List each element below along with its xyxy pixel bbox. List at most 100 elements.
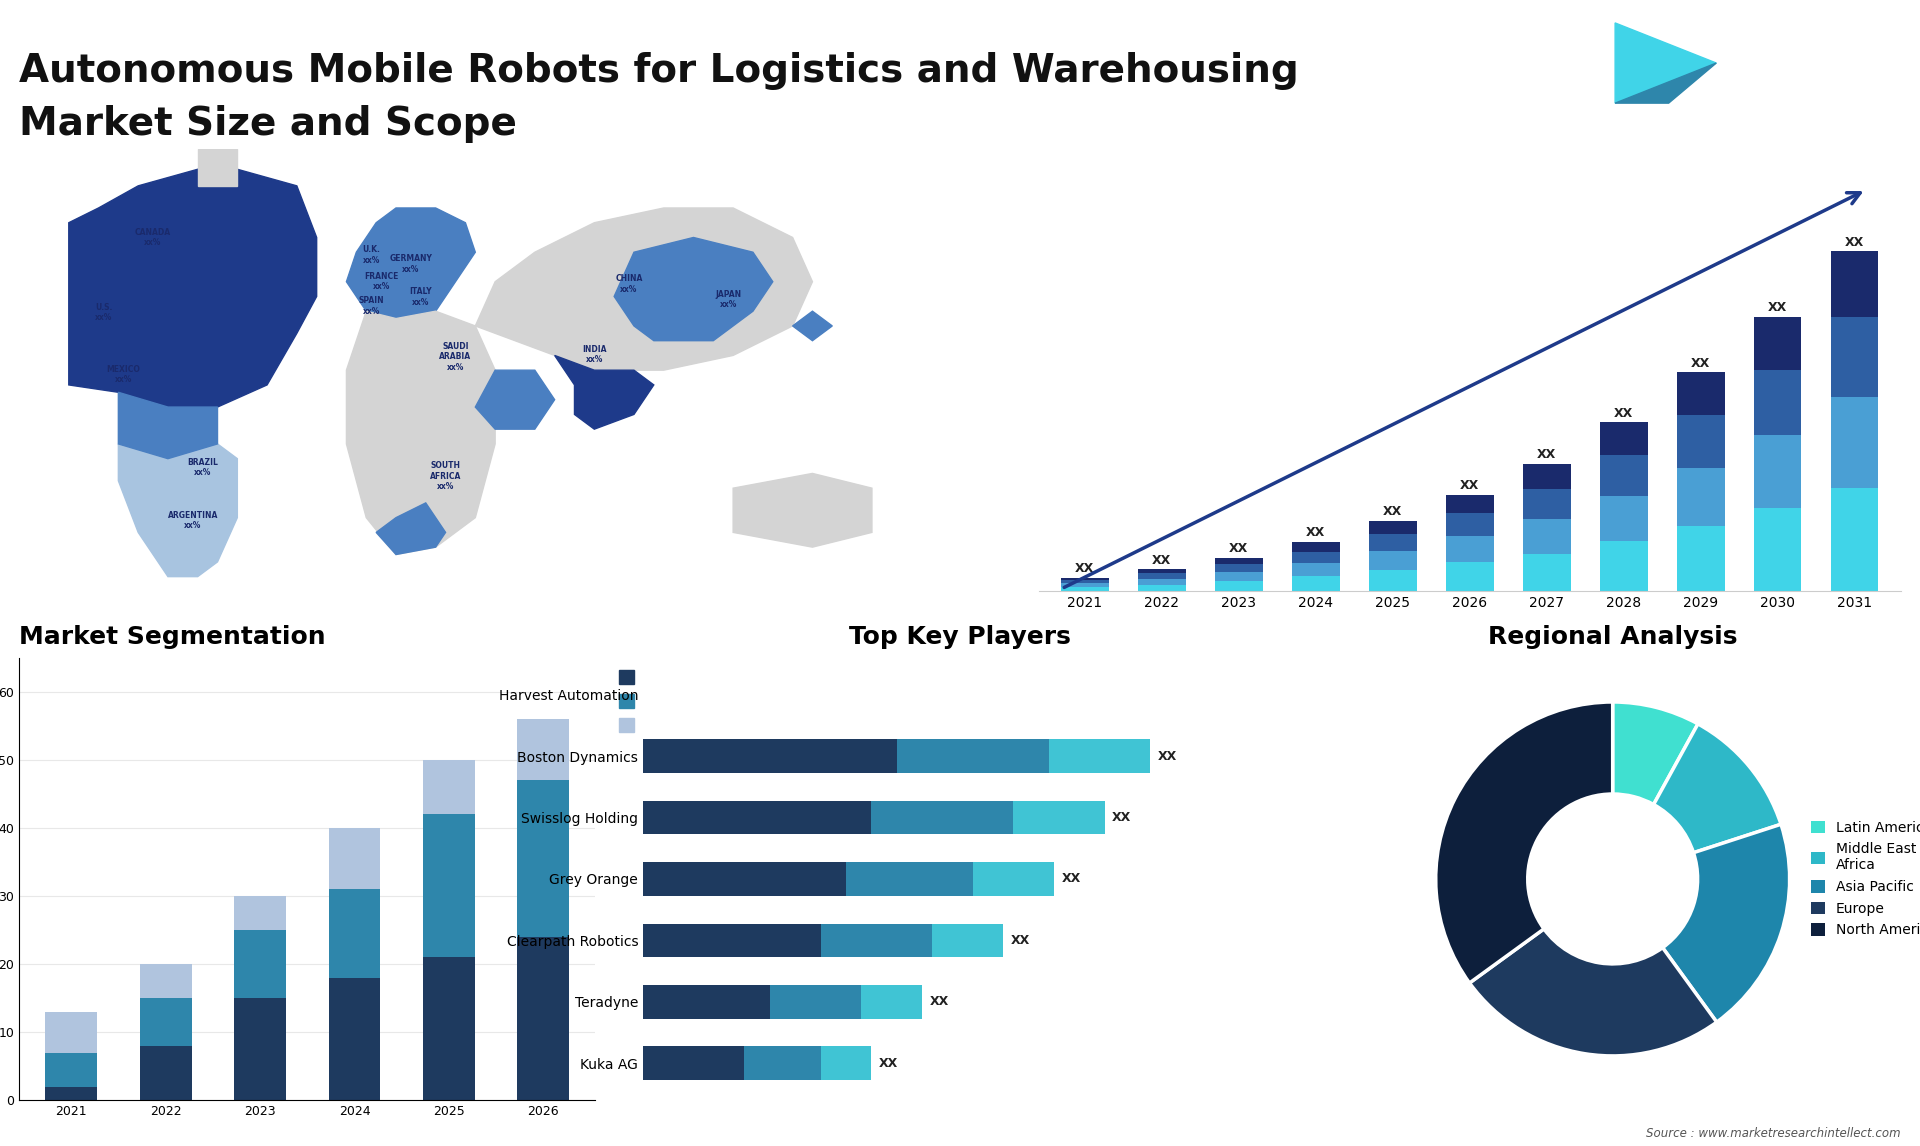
Text: XX: XX: [1615, 407, 1634, 419]
Bar: [1369, 520, 1417, 534]
Bar: [328, 827, 380, 889]
Text: XX: XX: [929, 996, 948, 1008]
Text: XX: XX: [1152, 554, 1171, 566]
Polygon shape: [376, 503, 445, 555]
Bar: [1062, 588, 1108, 591]
Text: ITALY
xx%: ITALY xx%: [409, 288, 432, 307]
Bar: [1446, 563, 1494, 591]
Bar: [1139, 573, 1187, 579]
Bar: [1369, 534, 1417, 551]
Bar: [1599, 455, 1647, 495]
Text: INTELLECT: INTELLECT: [1745, 79, 1809, 88]
Bar: [1446, 513, 1494, 536]
Text: XX: XX: [1768, 301, 1788, 314]
Text: SPAIN
xx%: SPAIN xx%: [359, 297, 384, 316]
Polygon shape: [1615, 63, 1716, 103]
Polygon shape: [1615, 23, 1716, 103]
Bar: [1139, 579, 1187, 584]
Polygon shape: [119, 444, 238, 576]
Text: SAUDI
ARABIA
xx%: SAUDI ARABIA xx%: [440, 342, 472, 371]
Text: XX: XX: [1158, 749, 1177, 762]
Text: XX: XX: [1075, 563, 1094, 575]
Bar: [872, 801, 1014, 834]
Bar: [1832, 488, 1878, 591]
Text: XX: XX: [1538, 448, 1557, 462]
Bar: [1676, 526, 1724, 591]
Bar: [1369, 551, 1417, 571]
Bar: [422, 760, 474, 815]
Text: Autonomous Mobile Robots for Logistics and Warehousing: Autonomous Mobile Robots for Logistics a…: [19, 52, 1300, 89]
Bar: [1014, 801, 1104, 834]
Text: XX: XX: [1845, 236, 1864, 249]
Bar: [422, 957, 474, 1100]
Bar: [1215, 558, 1263, 564]
Bar: [1062, 583, 1108, 588]
Bar: [1523, 489, 1571, 519]
Bar: [1369, 571, 1417, 591]
Polygon shape: [733, 473, 872, 547]
Text: XX: XX: [1459, 479, 1478, 492]
Bar: [643, 801, 872, 834]
Bar: [1523, 519, 1571, 554]
Text: MARKET: MARKET: [1745, 38, 1795, 47]
Polygon shape: [119, 392, 217, 458]
Bar: [516, 719, 568, 780]
Text: CHINA
xx%: CHINA xx%: [614, 274, 643, 293]
Bar: [1215, 581, 1263, 591]
Bar: [643, 924, 820, 957]
Polygon shape: [476, 207, 812, 370]
Polygon shape: [476, 370, 555, 429]
Text: XX: XX: [1382, 505, 1402, 518]
Bar: [1215, 572, 1263, 581]
Bar: [234, 998, 286, 1100]
Bar: [973, 862, 1054, 896]
Bar: [1292, 551, 1340, 563]
Bar: [770, 984, 860, 1019]
Polygon shape: [69, 164, 317, 407]
Text: Source : www.marketresearchintellect.com: Source : www.marketresearchintellect.com: [1645, 1128, 1901, 1140]
Title: Regional Analysis: Regional Analysis: [1488, 625, 1738, 649]
Text: XX: XX: [1306, 526, 1325, 540]
Bar: [897, 739, 1048, 772]
Polygon shape: [614, 237, 772, 340]
Bar: [46, 1012, 98, 1052]
Bar: [643, 862, 847, 896]
Bar: [820, 1046, 872, 1081]
Polygon shape: [793, 312, 831, 340]
Bar: [1062, 578, 1108, 580]
Bar: [1048, 739, 1150, 772]
Bar: [516, 936, 568, 1100]
Bar: [1062, 580, 1108, 583]
Bar: [1753, 369, 1801, 435]
Text: Market Size and Scope: Market Size and Scope: [19, 105, 516, 143]
Bar: [1446, 495, 1494, 513]
Wedge shape: [1613, 702, 1697, 804]
Bar: [46, 1052, 98, 1086]
Bar: [1599, 423, 1647, 455]
Text: XX: XX: [1062, 872, 1081, 886]
Text: CANADA
xx%: CANADA xx%: [134, 228, 171, 248]
Wedge shape: [1469, 929, 1716, 1055]
Bar: [1446, 536, 1494, 563]
Bar: [140, 1045, 192, 1100]
Bar: [1753, 316, 1801, 369]
Text: SOUTH
AFRICA
xx%: SOUTH AFRICA xx%: [430, 462, 461, 492]
Bar: [643, 1046, 745, 1081]
Bar: [234, 896, 286, 931]
Bar: [1523, 554, 1571, 591]
Bar: [847, 862, 973, 896]
Wedge shape: [1663, 824, 1789, 1022]
Bar: [643, 984, 770, 1019]
Bar: [1292, 576, 1340, 591]
Bar: [1599, 495, 1647, 541]
Text: MEXICO
xx%: MEXICO xx%: [106, 364, 140, 384]
Bar: [1599, 541, 1647, 591]
Bar: [1292, 542, 1340, 551]
Bar: [1676, 415, 1724, 468]
Bar: [1292, 563, 1340, 576]
Bar: [328, 889, 380, 978]
Bar: [1832, 251, 1878, 316]
Bar: [1139, 584, 1187, 591]
Polygon shape: [346, 207, 476, 319]
Bar: [140, 998, 192, 1045]
